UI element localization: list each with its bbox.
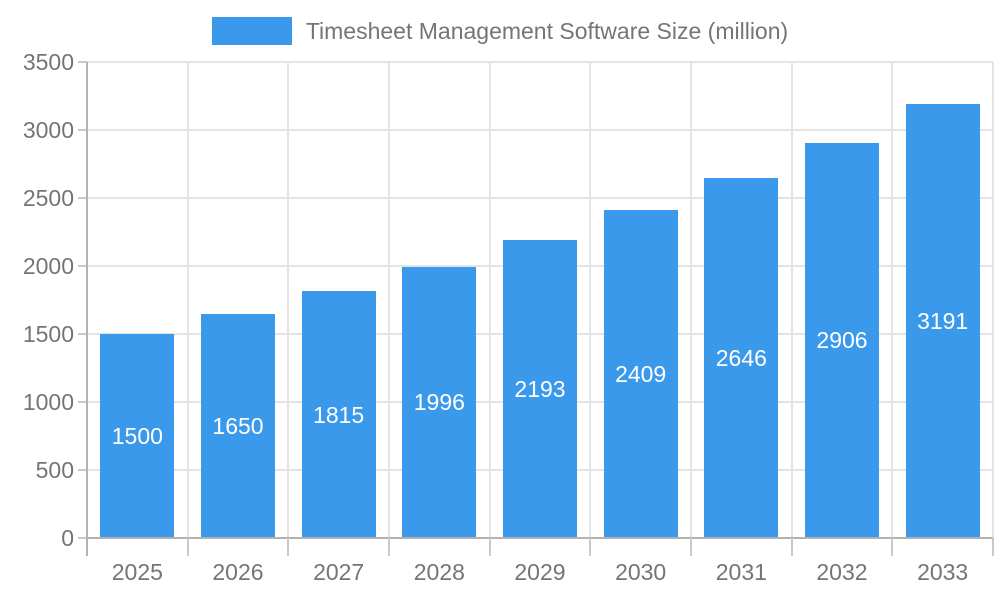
bar[interactable] <box>805 142 879 538</box>
x-tick-label: 2029 <box>514 559 566 585</box>
x-tick-mark <box>287 538 290 556</box>
x-tick-mark <box>992 538 994 556</box>
y-tick-label: 1000 <box>22 389 74 415</box>
legend-item[interactable]: Timesheet Management Software Size (mill… <box>0 15 1000 47</box>
v-gridline <box>287 62 290 538</box>
y-tick-mark <box>78 401 87 403</box>
bar[interactable] <box>905 104 980 538</box>
x-tick-mark <box>790 538 793 556</box>
bar[interactable] <box>503 239 577 538</box>
x-tick-mark <box>488 538 491 556</box>
bar-value-label: 1650 <box>212 412 264 439</box>
x-tick-label: 2028 <box>413 559 465 585</box>
bar-value-label: 1815 <box>313 401 365 428</box>
h-gridline <box>87 129 993 131</box>
v-gridline <box>891 62 894 538</box>
bar-value-label: 1500 <box>111 423 163 449</box>
v-gridline <box>488 62 491 538</box>
plot-area: 1500 1650 1815 1996 2193 2409 2646 2906 3191 <box>78 61 994 556</box>
v-gridline <box>589 62 592 538</box>
v-gridline <box>690 62 692 538</box>
x-tick-mark <box>186 538 189 556</box>
bar[interactable] <box>201 313 275 538</box>
bar[interactable] <box>704 178 779 538</box>
x-axis-line <box>87 537 993 539</box>
v-gridline <box>186 62 189 538</box>
legend-label: Timesheet Management Software Size (mill… <box>305 18 789 44</box>
bar[interactable] <box>100 334 175 538</box>
y-axis-labels: 0 500 1000 1500 2000 2500 3000 3500 <box>0 49 74 551</box>
y-tick-mark <box>78 197 87 199</box>
x-tick-mark <box>589 538 592 556</box>
x-tick-label: 2030 <box>615 559 667 585</box>
bar-value-label: 2409 <box>615 361 667 388</box>
bar[interactable] <box>402 266 477 538</box>
y-tick-label: 2500 <box>22 185 74 211</box>
v-gridline <box>790 62 793 538</box>
x-tick-label: 2031 <box>715 559 767 585</box>
y-tick-label: 500 <box>35 457 74 483</box>
bar[interactable] <box>301 291 376 538</box>
legend-color-swatch <box>211 17 292 45</box>
x-tick-mark <box>690 538 692 556</box>
x-tick-label: 2027 <box>313 559 365 585</box>
bar-value-label: 3191 <box>917 308 969 334</box>
y-tick-label: 3500 <box>22 49 74 75</box>
x-tick-mark <box>388 538 390 556</box>
y-tick-label: 3000 <box>22 117 74 143</box>
y-tick-label: 1500 <box>22 321 74 347</box>
y-tick-mark <box>78 469 87 471</box>
h-gridline <box>87 197 993 199</box>
x-tick-label: 2025 <box>111 559 163 585</box>
x-axis-labels: 2025 2026 2027 2028 2029 2030 2031 2032 2033 <box>87 558 993 588</box>
bar[interactable] <box>603 210 678 538</box>
bar-value-label: 2646 <box>715 345 767 372</box>
y-tick-mark <box>78 129 87 131</box>
bar-value-label: 2193 <box>514 375 566 402</box>
bar-value-label: 1996 <box>413 389 465 416</box>
v-gridline <box>388 62 390 538</box>
v-gridline <box>992 62 994 538</box>
x-tick-label: 2026 <box>212 559 264 585</box>
bar-value-label: 2906 <box>816 327 868 354</box>
x-tick-mark <box>86 538 88 556</box>
y-tick-mark <box>78 265 87 267</box>
y-axis-line <box>86 62 88 538</box>
y-tick-label: 0 <box>61 525 74 551</box>
x-tick-label: 2032 <box>816 559 868 585</box>
y-tick-mark <box>78 333 87 335</box>
h-gridline <box>87 61 993 63</box>
y-tick-mark <box>78 61 87 63</box>
y-tick-label: 2000 <box>22 253 74 279</box>
x-tick-label: 2033 <box>917 559 969 585</box>
y-tick-mark <box>78 537 87 539</box>
x-tick-mark <box>891 538 894 556</box>
